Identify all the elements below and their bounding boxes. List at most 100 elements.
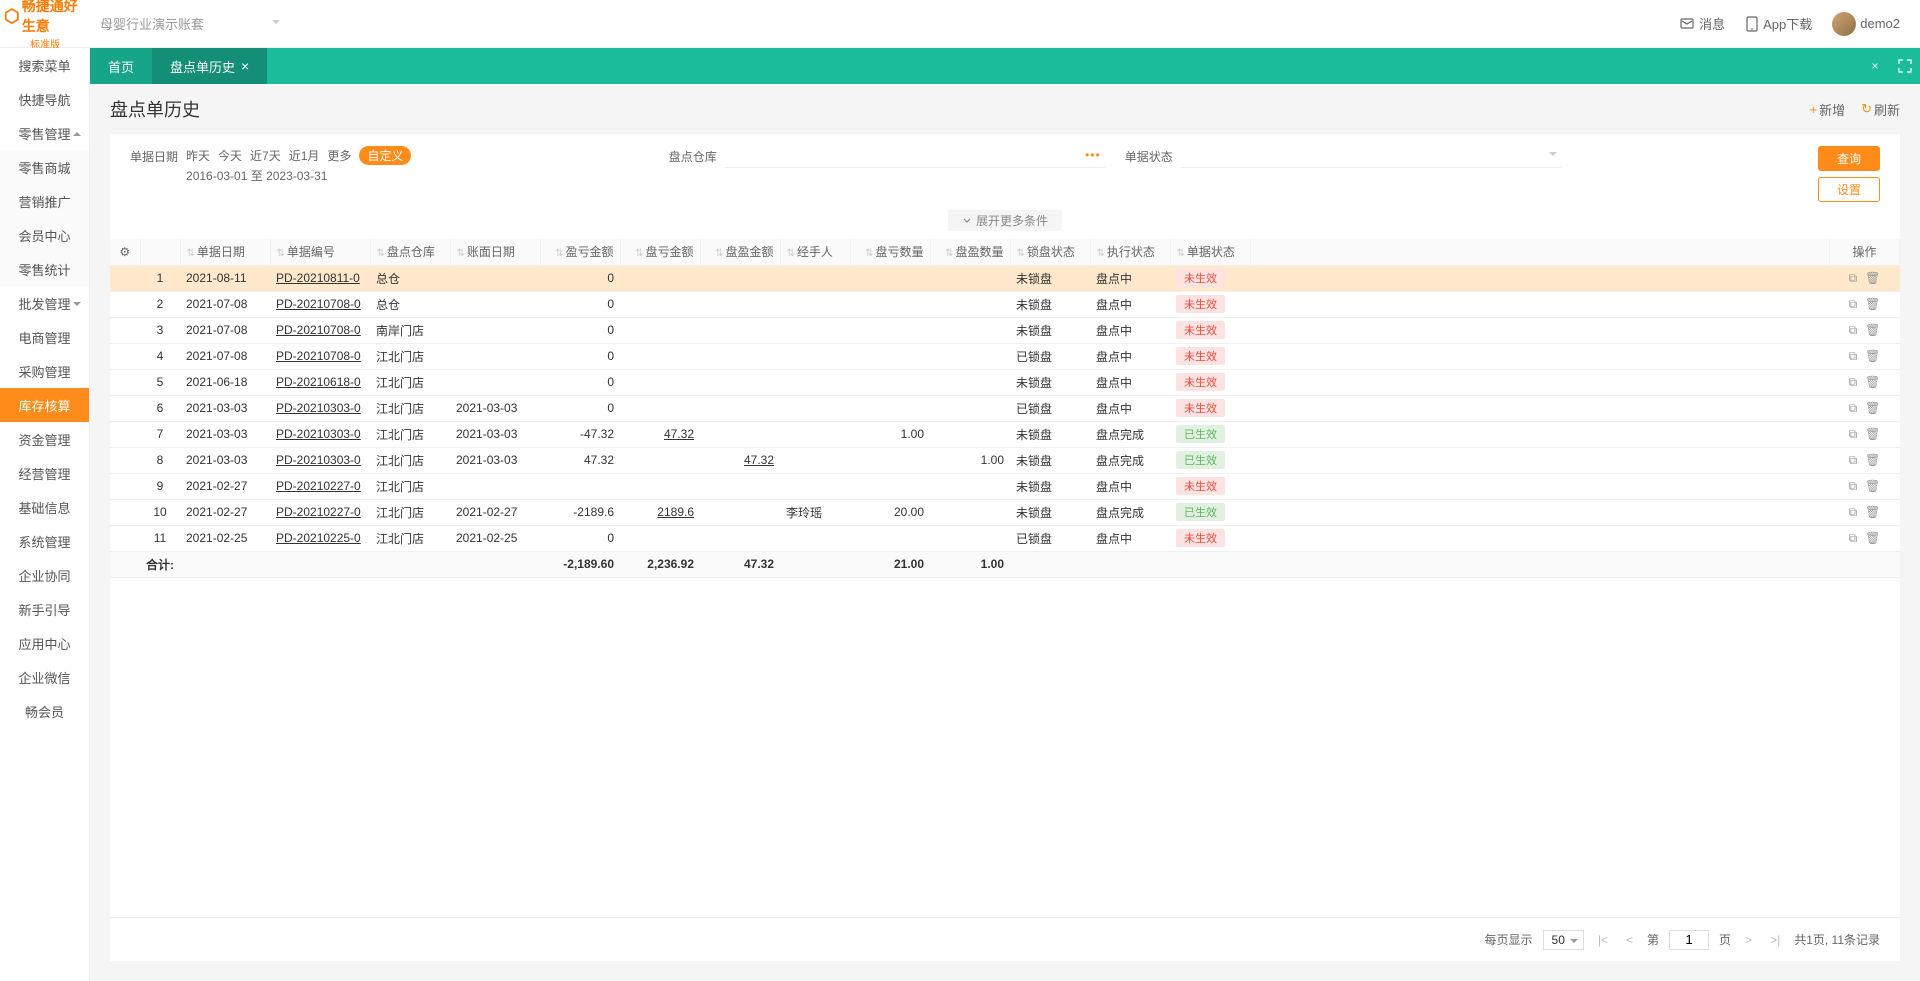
delete-icon[interactable]: 🗑: [1865, 427, 1880, 442]
user-menu[interactable]: demo2: [1832, 12, 1900, 36]
copy-icon[interactable]: ⧉: [1849, 349, 1858, 364]
table-row[interactable]: 82021-03-03PD-20210303-0江北门店2021-03-0347…: [110, 447, 1900, 473]
sidebar-item[interactable]: 采购管理: [0, 354, 89, 388]
column-header[interactable]: ⇅经手人: [780, 239, 850, 265]
copy-icon[interactable]: ⧉: [1849, 427, 1858, 442]
sidebar-subitem[interactable]: 零售商城: [0, 150, 89, 184]
column-header[interactable]: ⇅盘盈金额: [700, 239, 780, 265]
quick-date[interactable]: 今天: [218, 147, 242, 164]
settings-button[interactable]: 设置: [1818, 177, 1880, 202]
doc-link[interactable]: PD-20210708-0: [276, 323, 361, 337]
column-header[interactable]: ⇅账面日期: [450, 239, 540, 265]
delete-icon[interactable]: 🗑: [1865, 349, 1880, 364]
date-range[interactable]: 2016-03-01 至 2023-03-31: [186, 167, 411, 184]
page-input[interactable]: [1669, 930, 1709, 950]
sidebar-subitem[interactable]: 会员中心: [0, 218, 89, 252]
sidebar-item[interactable]: 资金管理: [0, 422, 89, 456]
page-last[interactable]: >|: [1766, 933, 1784, 947]
sidebar-item[interactable]: 企业协同: [0, 558, 89, 592]
sidebar-item[interactable]: 应用中心: [0, 626, 89, 660]
column-header[interactable]: ⇅单据编号: [270, 239, 370, 265]
table-row[interactable]: 52021-06-18PD-20210618-0江北门店0未锁盘盘点中未生效⧉🗑: [110, 369, 1900, 395]
doc-link[interactable]: PD-20210618-0: [276, 375, 361, 389]
table-row[interactable]: 92021-02-27PD-20210227-0江北门店未锁盘盘点中未生效⧉🗑: [110, 473, 1900, 499]
table-row[interactable]: 102021-02-27PD-20210227-0江北门店2021-02-27-…: [110, 499, 1900, 525]
page-next[interactable]: >: [1741, 933, 1756, 947]
column-header[interactable]: ⇅盘点仓库: [370, 239, 450, 265]
table-row[interactable]: 72021-03-03PD-20210303-0江北门店2021-03-03-4…: [110, 421, 1900, 447]
sidebar-item[interactable]: 经营管理: [0, 456, 89, 490]
doc-link[interactable]: PD-20210227-0: [276, 505, 361, 519]
quick-date[interactable]: 更多: [327, 147, 351, 164]
copy-icon[interactable]: ⧉: [1849, 479, 1858, 494]
table-row[interactable]: 42021-07-08PD-20210708-0江北门店0已锁盘盘点中未生效⧉🗑: [110, 343, 1900, 369]
sidebar-item[interactable]: 畅会员: [0, 694, 89, 728]
sidebar-item[interactable]: 基础信息: [0, 490, 89, 524]
column-header[interactable]: ⇅盘亏数量: [850, 239, 930, 265]
copy-icon[interactable]: ⧉: [1849, 401, 1858, 416]
page-first[interactable]: |<: [1594, 933, 1612, 947]
quick-date-custom[interactable]: 自定义: [359, 146, 411, 165]
per-page-select[interactable]: 50: [1543, 930, 1584, 950]
table-row[interactable]: 32021-07-08PD-20210708-0南岸门店0未锁盘盘点中未生效⧉🗑: [110, 317, 1900, 343]
tabbar-fullscreen[interactable]: [1890, 48, 1920, 84]
copy-icon[interactable]: ⧉: [1849, 323, 1858, 338]
doc-link[interactable]: PD-20210227-0: [276, 479, 361, 493]
tab-home[interactable]: 首页: [90, 48, 152, 84]
delete-icon[interactable]: 🗑: [1865, 271, 1880, 286]
delete-icon[interactable]: 🗑: [1865, 375, 1880, 390]
doc-link[interactable]: PD-20210708-0: [276, 297, 361, 311]
gear-col[interactable]: ⚙: [110, 239, 140, 265]
table-row[interactable]: 112021-02-25PD-20210225-0江北门店2021-02-250…: [110, 525, 1900, 551]
sidebar-item[interactable]: 电商管理: [0, 320, 89, 354]
add-button[interactable]: +新增: [1809, 100, 1845, 119]
status-select[interactable]: [1181, 146, 1561, 168]
copy-icon[interactable]: ⧉: [1849, 297, 1858, 312]
doc-link[interactable]: PD-20210303-0: [276, 453, 361, 467]
app-download-button[interactable]: App下载: [1745, 14, 1812, 33]
delete-icon[interactable]: 🗑: [1865, 401, 1880, 416]
copy-icon[interactable]: ⧉: [1849, 271, 1858, 286]
sidebar-item[interactable]: 企业微信: [0, 660, 89, 694]
column-header[interactable]: ⇅盘亏金额: [620, 239, 700, 265]
tab-inventory-history[interactable]: 盘点单历史 ×: [152, 48, 267, 84]
sidebar-subitem[interactable]: 零售统计: [0, 252, 89, 286]
copy-icon[interactable]: ⧉: [1849, 531, 1858, 546]
tabbar-close-all[interactable]: ×: [1860, 48, 1890, 84]
refresh-button[interactable]: ↻刷新: [1861, 100, 1900, 119]
column-header[interactable]: ⇅单据日期: [180, 239, 270, 265]
quick-date[interactable]: 近7天: [250, 147, 281, 164]
copy-icon[interactable]: ⧉: [1849, 505, 1858, 520]
search-button[interactable]: 查询: [1818, 146, 1880, 171]
delete-icon[interactable]: 🗑: [1865, 323, 1880, 338]
column-header[interactable]: ⇅盈亏金额: [540, 239, 620, 265]
sidebar-item[interactable]: 批发管理: [0, 286, 89, 320]
table-row[interactable]: 22021-07-08PD-20210708-0总仓0未锁盘盘点中未生效⧉🗑: [110, 291, 1900, 317]
org-selector[interactable]: 母婴行业演示账套: [90, 14, 290, 33]
delete-icon[interactable]: 🗑: [1865, 453, 1880, 468]
doc-link[interactable]: PD-20210708-0: [276, 349, 361, 363]
delete-icon[interactable]: 🗑: [1865, 505, 1880, 520]
page-prev[interactable]: <: [1622, 933, 1637, 947]
column-header[interactable]: ⇅盘盈数量: [930, 239, 1010, 265]
table-row[interactable]: 62021-03-03PD-20210303-0江北门店2021-03-030已…: [110, 395, 1900, 421]
delete-icon[interactable]: 🗑: [1865, 531, 1880, 546]
copy-icon[interactable]: ⧉: [1849, 453, 1858, 468]
column-header[interactable]: ⇅执行状态: [1090, 239, 1170, 265]
delete-icon[interactable]: 🗑: [1865, 479, 1880, 494]
sidebar-item[interactable]: 新手引导: [0, 592, 89, 626]
sidebar-item[interactable]: 零售管理: [0, 116, 89, 150]
doc-link[interactable]: PD-20210811-0: [276, 271, 360, 285]
messages-button[interactable]: 消息: [1679, 14, 1725, 33]
expand-filters[interactable]: 展开更多条件: [948, 210, 1062, 231]
tab-close-icon[interactable]: ×: [241, 58, 249, 74]
column-header[interactable]: ⇅单据状态: [1170, 239, 1250, 265]
doc-link[interactable]: PD-20210303-0: [276, 401, 361, 415]
doc-link[interactable]: PD-20210303-0: [276, 427, 361, 441]
column-header[interactable]: ⇅锁盘状态: [1010, 239, 1090, 265]
table-row[interactable]: 12021-08-11PD-20210811-0总仓0未锁盘盘点中未生效⧉🗑: [110, 265, 1900, 291]
sidebar-subitem[interactable]: 营销推广: [0, 184, 89, 218]
sidebar-item[interactable]: 库存核算: [0, 388, 89, 422]
doc-link[interactable]: PD-20210225-0: [276, 531, 361, 545]
delete-icon[interactable]: 🗑: [1865, 297, 1880, 312]
